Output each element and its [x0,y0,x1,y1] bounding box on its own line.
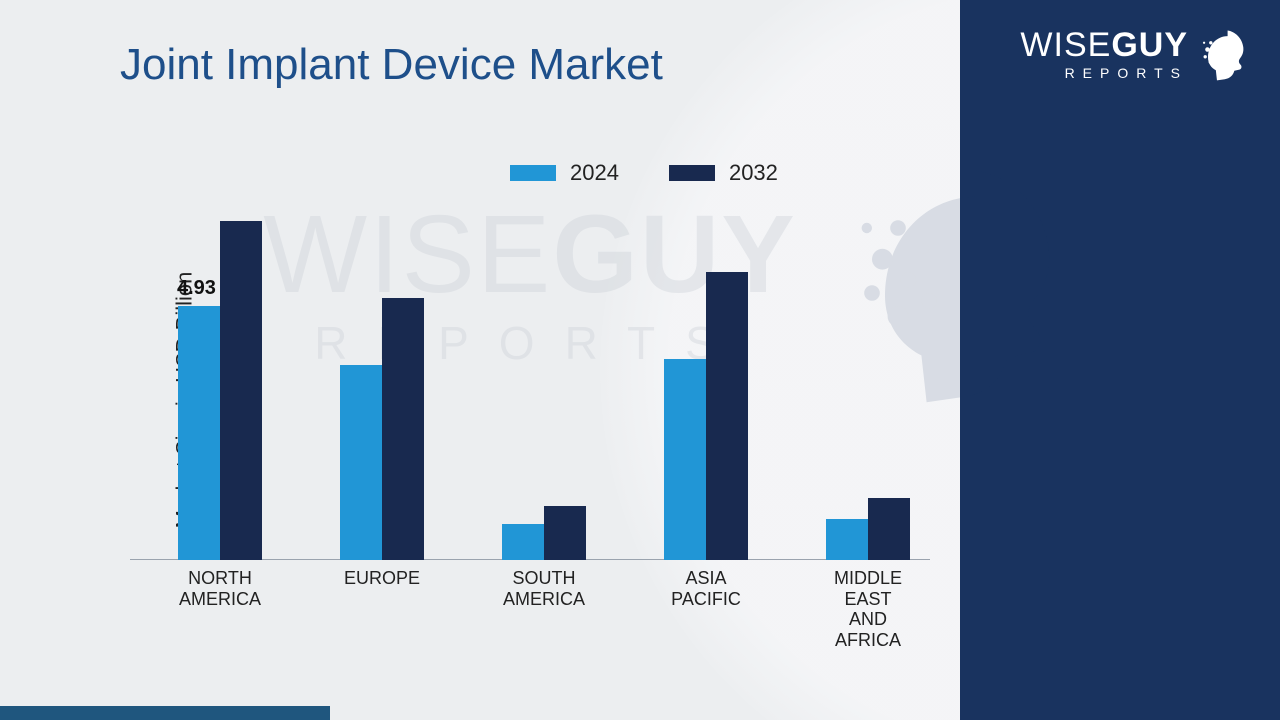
legend-label-2032: 2032 [729,160,778,186]
legend-item-2032: 2032 [669,160,778,186]
bar-2024 [826,519,868,560]
bar-pair [502,506,586,560]
bar-2024 [340,365,382,560]
brand-line2: REPORTS [1020,66,1188,80]
x-axis-category-label: NORTH AMERICA [179,568,261,609]
legend: 2024 2032 [510,160,778,186]
legend-swatch-2032 [669,165,715,181]
legend-label-2024: 2024 [570,160,619,186]
brand-line1-bold: GUY [1111,26,1188,64]
bar-2032 [868,498,910,560]
bar-2032 [544,506,586,560]
bar-2024 [502,524,544,560]
legend-swatch-2024 [510,165,556,181]
bar-2024 [664,359,706,560]
bar-value-label: 4.93 [177,277,216,300]
bar-2024 [178,306,220,560]
chart-title: Joint Implant Device Market [120,40,663,90]
x-axis-category-label: EUROPE [344,568,420,589]
x-axis-category-label: SOUTH AMERICA [503,568,585,609]
brand-head-icon [1194,26,1250,82]
x-axis-category-label: ASIA PACIFIC [671,568,741,609]
bar-2032 [706,272,748,560]
brand-line1-light: WISE [1020,26,1111,64]
x-axis-category-label: MIDDLE EAST AND AFRICA [834,568,902,651]
chart-container: 2024 2032 Market Size in USD Billion NOR… [90,160,950,640]
bar-pair [340,298,424,560]
bar-pair [664,272,748,560]
brand-logo: WISEGUY REPORTS [1020,26,1250,82]
bar-2032 [382,298,424,560]
bottom-accent-bar [0,706,330,720]
bar-2032 [220,221,262,560]
bar-pair [826,498,910,560]
bar-pair [178,221,262,560]
legend-item-2024: 2024 [510,160,619,186]
right-brand-panel [960,0,1280,720]
plot-area: NORTH AMERICAEUROPESOUTH AMERICAASIA PAC… [130,200,930,560]
